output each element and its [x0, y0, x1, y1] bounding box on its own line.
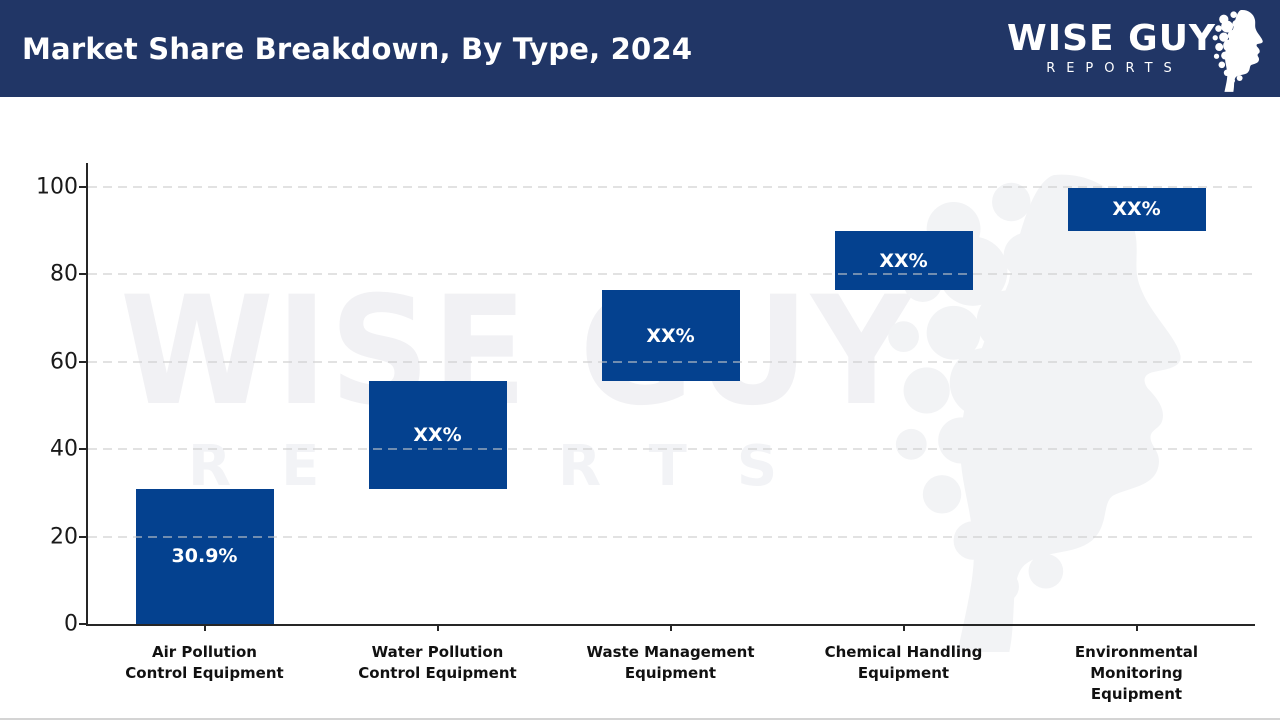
x-tick-mark — [669, 624, 672, 631]
bar-value-label: XX% — [413, 424, 462, 447]
x-category-label-air-pollution-control-equipment: Air Pollution Control Equipment — [125, 643, 284, 682]
gridline-y100 — [88, 185, 1253, 188]
y-tick-mark — [79, 273, 86, 276]
y-tick-mark — [79, 623, 86, 625]
x-category-label-water-pollution-control-equipment: Water Pollution Control Equipment — [358, 643, 517, 682]
bar-value-label: XX% — [879, 249, 928, 272]
y-axis-line — [86, 163, 88, 626]
x-tick-mark — [436, 624, 439, 631]
y-tick-mark — [79, 535, 86, 538]
x-tick-mark — [203, 624, 206, 631]
gridline-y80 — [88, 273, 1253, 276]
y-tick-label: 20 — [50, 524, 78, 550]
y-tick-mark — [79, 185, 86, 188]
y-tick-label: 60 — [50, 349, 78, 375]
bar-waste-management-equipment: XX% — [601, 290, 740, 382]
y-tick-label: 40 — [50, 436, 78, 462]
wiseguy-face-icon — [1212, 9, 1263, 92]
y-tick-label: 100 — [36, 174, 78, 200]
y-tick-mark — [79, 448, 86, 451]
watermark-wordmark: WISE GUY — [120, 265, 914, 439]
header: Market Share Breakdown, By Type, 2024 WI… — [0, 0, 1280, 97]
y-tick-mark — [79, 360, 86, 363]
y-tick-label: 80 — [50, 261, 78, 287]
chart-title: Market Share Breakdown, By Type, 2024 — [22, 31, 693, 66]
bar-value-label: XX% — [1112, 198, 1161, 221]
x-tick-mark — [902, 624, 905, 631]
bar-value-label: 30.9% — [171, 545, 238, 568]
y-tick-label: 0 — [64, 611, 78, 637]
gridline-y60 — [88, 360, 1253, 363]
bar-value-label: XX% — [646, 324, 695, 347]
bar-environmental-monitoring-equipment: XX% — [1067, 187, 1206, 231]
gridline-y40 — [88, 448, 1253, 451]
plot-area: 30.9% XX% XX% XX% XX% — [88, 165, 1253, 624]
x-category-label-waste-management-equipment: Waste Management Equipment — [586, 643, 755, 682]
logo-wordmark: WISE GUY — [1006, 18, 1216, 59]
bar-water-pollution-control-equipment: XX% — [368, 381, 507, 489]
x-tick-mark — [1135, 624, 1138, 631]
x-category-label-chemical-handling-equipment: Chemical Handling Equipment — [824, 643, 983, 682]
logo-subtitle: REPORTS — [1046, 61, 1183, 76]
bar-chemical-handling-equipment: XX% — [834, 231, 973, 291]
gridline-y20 — [88, 535, 1253, 538]
wiseguy-logo-text: WISE GUY REPORTS — [1006, 18, 1216, 77]
wiseguy-logo: WISE GUY REPORTS — [1007, 6, 1270, 92]
bar-air-pollution-control-equipment: 30.9% — [135, 488, 274, 624]
x-category-label-environmental-monitoring-equipment: Environmental Monitoring Equipment — [1074, 643, 1199, 703]
bottom-border — [0, 718, 1280, 720]
chart-region: WISE GUY REPORTS 30.9% XX% XX% XX% XX% 0 20 40… — [0, 97, 1280, 718]
